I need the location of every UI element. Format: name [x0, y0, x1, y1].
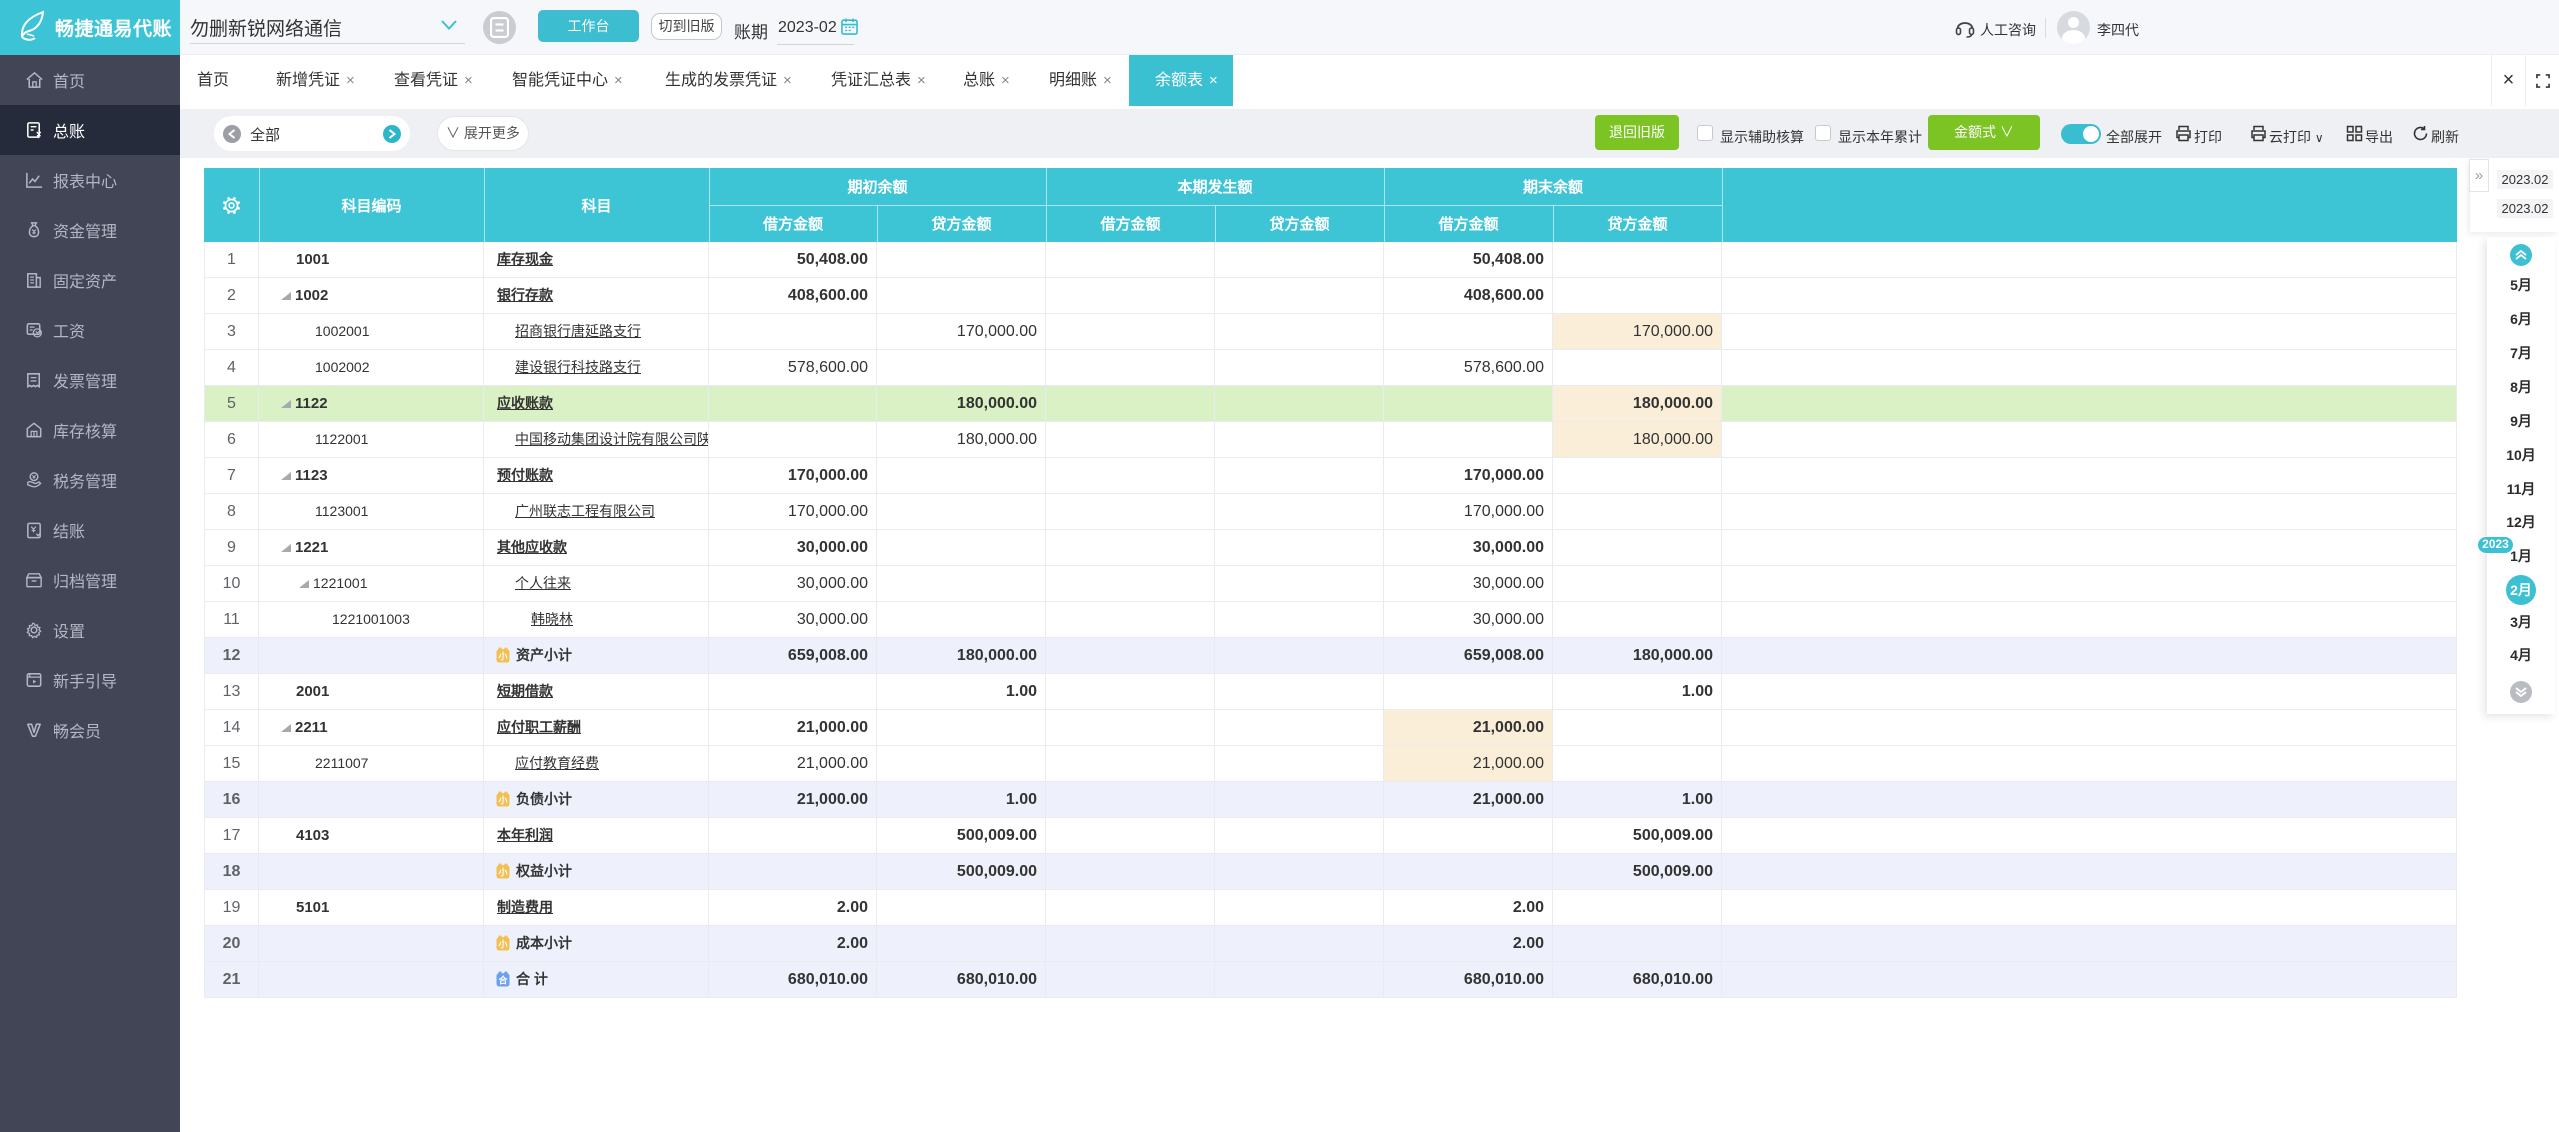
svg-text:合: 合 [498, 974, 508, 985]
svg-text:小: 小 [497, 650, 507, 661]
svg-text:小: 小 [497, 866, 507, 877]
svg-text:小: 小 [497, 938, 507, 949]
svg-text:小: 小 [497, 794, 507, 805]
